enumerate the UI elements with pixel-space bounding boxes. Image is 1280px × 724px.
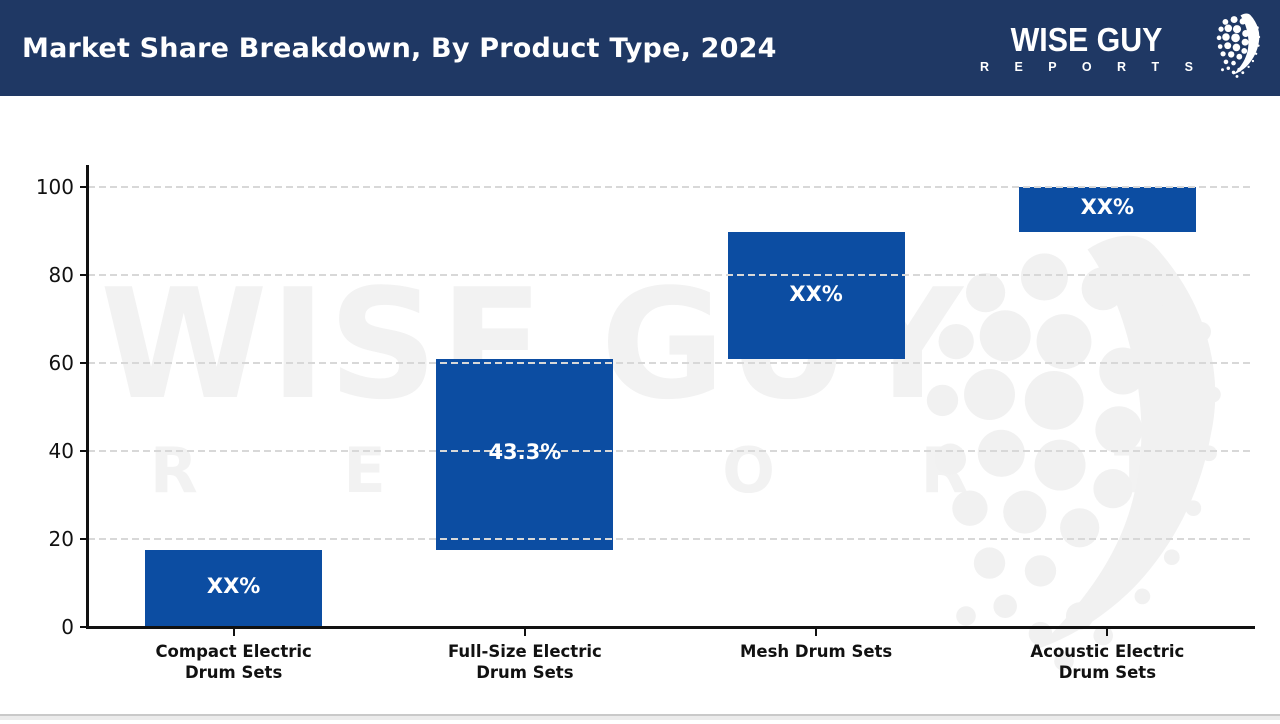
y-axis-tick-label: 20 (48, 526, 74, 551)
y-axis-tick-mark (80, 185, 88, 188)
category-label: Acoustic Electric Drum Sets (1030, 641, 1185, 682)
gridline (88, 449, 1253, 452)
y-axis-tick-label: 40 (48, 438, 74, 463)
waterfall-chart: XX% 43.3% XX% XX% 0 20 40 60 80 100 Compact Electr… (0, 96, 1280, 720)
logo-subtitle: R E P O R T S (979, 59, 1204, 74)
header-bar: Market Share Breakdown, By Product Type,… (0, 0, 1280, 96)
category-label: Mesh Drum Sets (740, 641, 893, 661)
bar-segment (1018, 186, 1196, 233)
y-axis-tick-mark (80, 449, 88, 452)
y-axis-line (86, 165, 89, 629)
footer-band (0, 716, 1280, 720)
bar-segment (436, 359, 614, 550)
y-axis-tick-mark (80, 537, 88, 540)
y-axis-tick-label: 0 (61, 614, 74, 639)
gridline (88, 361, 1253, 364)
bar-value-label: 43.3% (488, 440, 562, 465)
x-axis-tick-mark (232, 628, 235, 636)
y-axis-tick-label: 60 (48, 350, 74, 375)
x-axis-tick-mark (523, 628, 526, 636)
bar-segment (727, 232, 905, 360)
category-label: Full-Size Electric Drum Sets (447, 641, 602, 682)
footer-divider (0, 714, 1280, 716)
gridline (88, 537, 1253, 540)
y-axis-tick-label: 100 (35, 174, 74, 199)
x-axis-line (86, 625, 1255, 629)
y-axis-tick-mark (80, 273, 88, 276)
logo-face-icon (1216, 13, 1261, 78)
bar-value-label: XX% (1080, 195, 1135, 220)
bar-value-label: XX% (789, 281, 843, 306)
bar-value-label: XX% (206, 574, 261, 599)
y-axis-tick-mark (80, 361, 88, 364)
y-axis-tick-mark (80, 625, 88, 628)
category-label: Compact Electric Drum Sets (155, 641, 312, 682)
gridline (88, 273, 1253, 276)
x-axis-tick-mark (1106, 628, 1109, 636)
wise-guy-logo: WISE GUY R E P O R T S (969, 10, 1266, 86)
bar-segment (145, 549, 323, 627)
y-axis-tick-label: 80 (48, 262, 74, 287)
gridline (88, 185, 1253, 188)
logo-wordmark: WISE GUY (1010, 20, 1163, 58)
page-title: Market Share Breakdown, By Product Type,… (22, 32, 777, 64)
x-axis-tick-mark (815, 628, 818, 636)
